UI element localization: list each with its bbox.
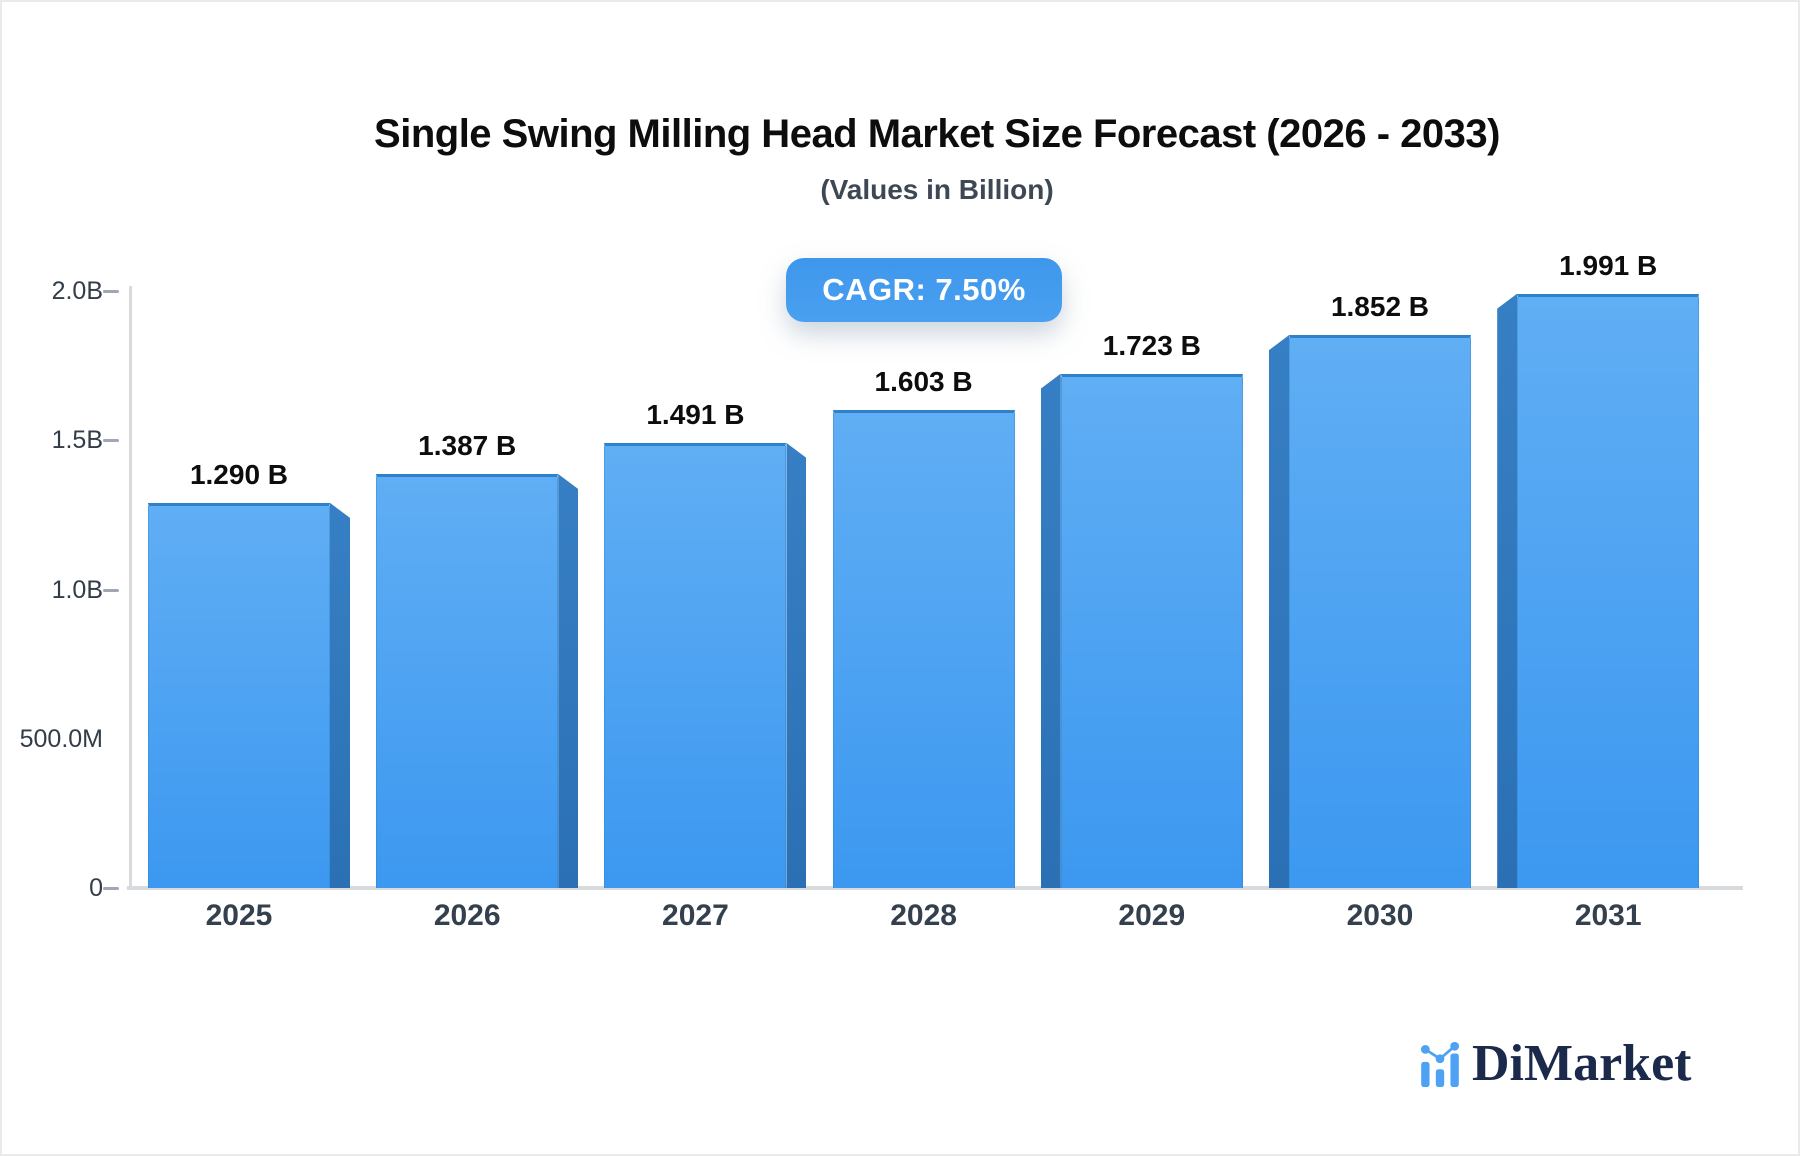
y-tick-dash (103, 887, 119, 890)
bar-2030 (1289, 335, 1471, 888)
bar-value-label: 1.723 B (1102, 329, 1201, 361)
bar-value-label: 1.852 B (1330, 291, 1430, 323)
bar-side-2030 (1269, 335, 1289, 888)
bar-side-2027 (786, 442, 807, 888)
bar-value-label: 1.603 B (874, 365, 973, 397)
x-tick-label: 2026 (433, 899, 501, 932)
bar-value-label: 1.387 B (418, 429, 517, 461)
bar-2025 (148, 502, 330, 888)
cagr-badge: CAGR: 7.50% (786, 258, 1062, 322)
x-tick-label: 2030 (1346, 899, 1414, 932)
bar-2028 (832, 409, 1015, 888)
y-axis-line (129, 286, 132, 888)
cagr-badge-label: CAGR: 7.50% (822, 272, 1026, 307)
chart-title: Single Swing Milling Head Market Size Fo… (374, 112, 1500, 156)
bar-side-2031 (1497, 293, 1518, 888)
bar-side-2026 (558, 473, 579, 888)
y-tick-label: 500.0M (19, 724, 103, 753)
bar-line-chart-icon (1421, 1041, 1459, 1087)
bar-2026 (376, 473, 559, 888)
chart-subtitle: (Values in Billion) (820, 174, 1054, 205)
x-axis-line (127, 886, 1743, 890)
y-tick-dash (103, 588, 119, 592)
bar-2027 (604, 442, 787, 888)
bar-value-label: 1.491 B (646, 398, 745, 430)
bar-2031 (1517, 293, 1700, 888)
x-tick-label: 2029 (1118, 899, 1186, 932)
x-tick-label: 2027 (662, 899, 729, 932)
y-tick-dash (103, 439, 119, 443)
x-tick-label: 2031 (1574, 899, 1642, 932)
y-tick-label: 1.0B (51, 575, 103, 604)
bar-value-label: 1.991 B (1559, 249, 1658, 281)
bar-side-2025 (330, 502, 350, 888)
brand-name: DiMarket (1472, 1035, 1692, 1092)
y-tick-label: 0 (89, 874, 103, 902)
y-tick-dash (103, 290, 119, 293)
bar-value-label: 1.290 B (189, 458, 289, 490)
y-tick-label: 2.0B (51, 277, 103, 305)
x-tick-label: 2028 (890, 899, 957, 932)
bar-2029 (1060, 373, 1243, 888)
x-tick-label: 2025 (205, 899, 273, 932)
bar-side-2029 (1040, 373, 1061, 888)
brand-logo: DiMarket (1421, 1038, 1691, 1090)
y-tick-label: 1.5B (51, 426, 103, 455)
